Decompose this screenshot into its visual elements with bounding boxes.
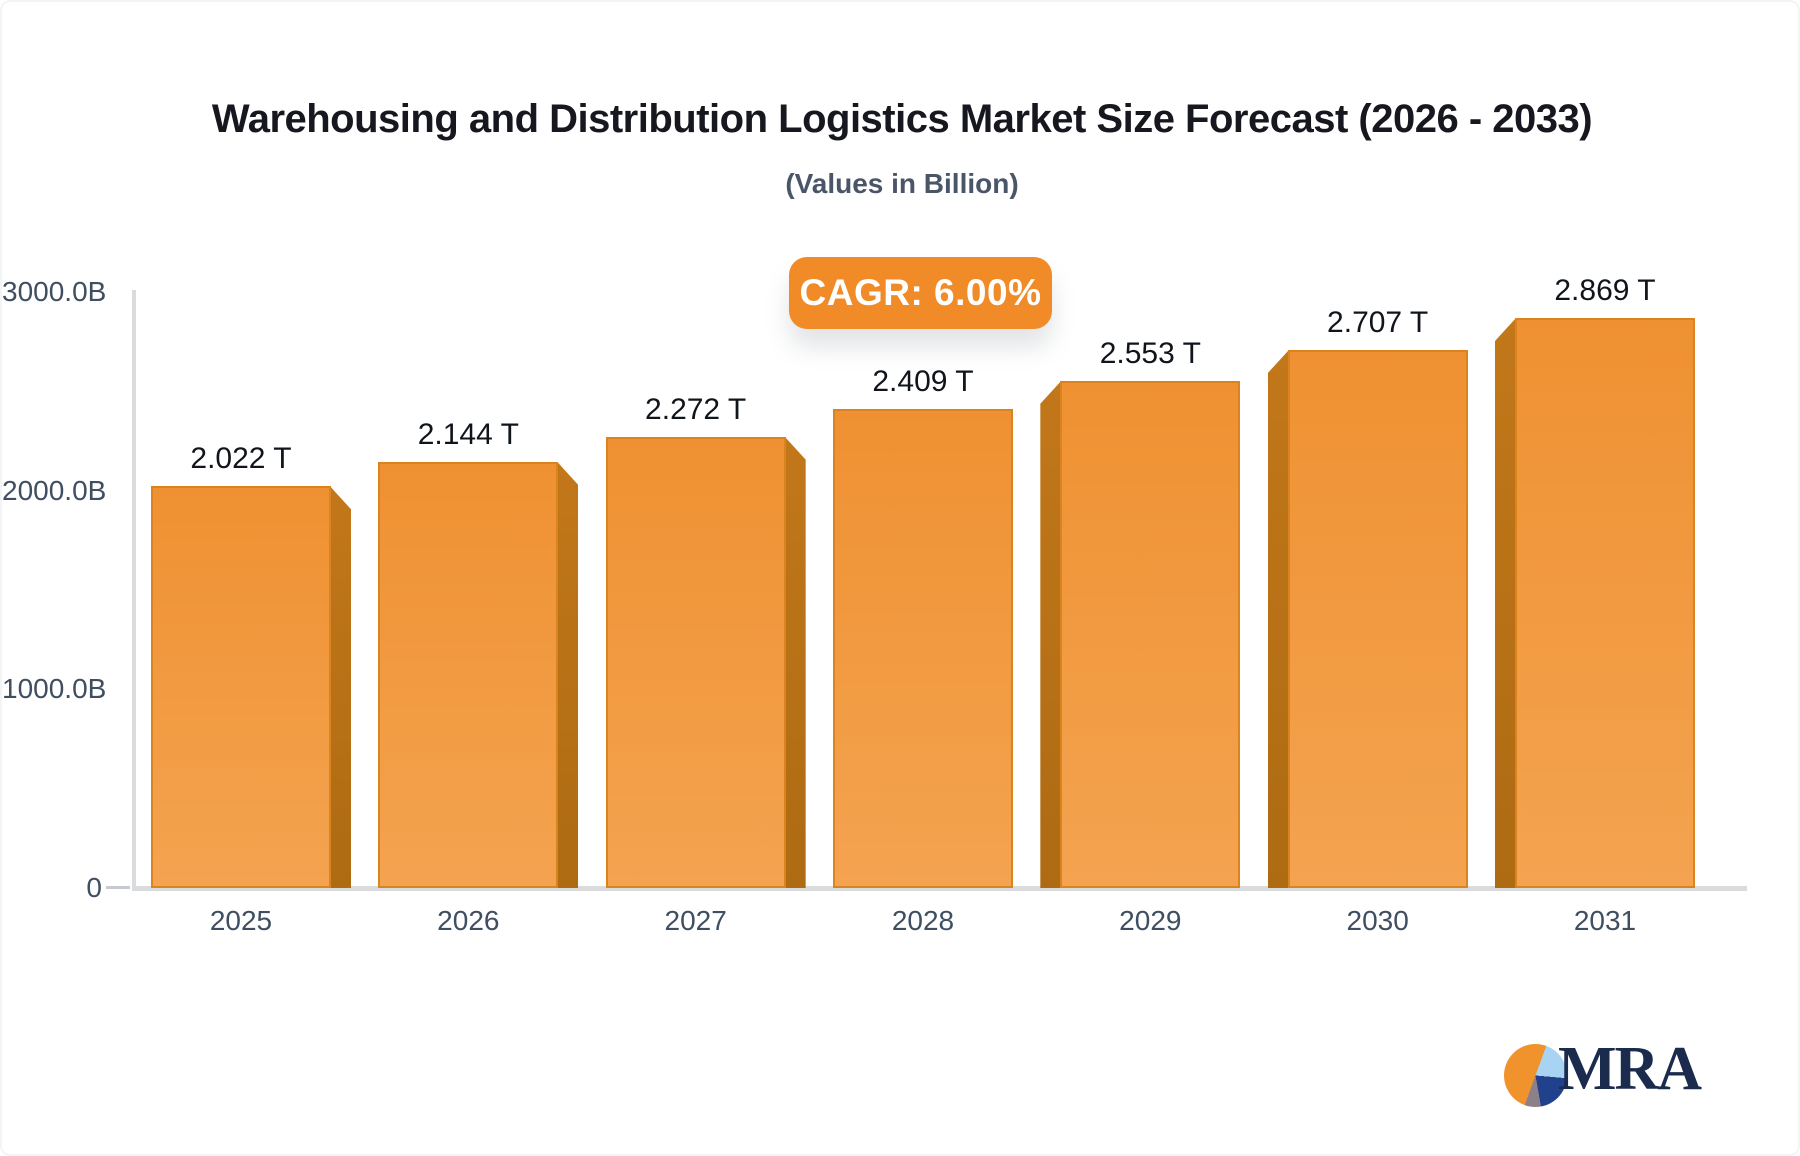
bar-value-label: 2.272 T: [645, 392, 747, 426]
x-axis-label: 2031: [1573, 905, 1637, 936]
brand-logo: MRA: [1504, 1036, 1764, 1126]
pie-chart-logo-icon: [1504, 1044, 1567, 1107]
y-axis-label: 0: [86, 872, 102, 903]
bar-value-label: 2.022 T: [190, 442, 292, 476]
cagr-badge: CAGR: 6.00%: [789, 257, 1052, 329]
bar-side-face: [784, 436, 806, 888]
bar-value-label: 2.707 T: [1327, 306, 1429, 340]
bar-2031: [1514, 318, 1695, 888]
bar-side-face: [1267, 350, 1289, 888]
bar-side-face: [1040, 380, 1062, 888]
bar-2028: [832, 409, 1013, 888]
x-axis-label: 2028: [891, 905, 955, 936]
x-axis-label: 2025: [209, 905, 273, 936]
x-axis-line: [132, 886, 1747, 891]
bar-value-label: 2.409 T: [872, 365, 974, 399]
bar-2025: [151, 486, 331, 888]
bar-2030: [1287, 350, 1468, 888]
bar-value-label: 2.869 T: [1554, 274, 1656, 308]
bar-2027: [605, 436, 786, 888]
y-axis-label: 2000.0B: [2, 474, 107, 506]
x-axis-label: 2027: [664, 905, 727, 936]
bar-2026: [378, 462, 559, 888]
bar-side-face: [557, 462, 579, 888]
y-axis-line: [132, 290, 136, 890]
y-axis-label: 3000.0B: [2, 275, 107, 307]
bar-2029: [1060, 380, 1241, 888]
zero-tick-mark: [106, 886, 130, 889]
bar-side-face: [330, 486, 351, 888]
chart-subtitle: (Values in Billion): [785, 168, 1019, 199]
bar-value-label: 2.553 T: [1099, 336, 1201, 370]
brand-name: MRA: [1558, 1035, 1702, 1103]
x-axis-label: 2026: [437, 905, 500, 936]
x-axis-label: 2030: [1346, 905, 1409, 936]
bar-side-face: [1494, 318, 1516, 888]
y-axis-label: 1000.0B: [2, 673, 107, 705]
x-axis-label: 2029: [1119, 905, 1182, 936]
chart-title: Warehousing and Distribution Logistics M…: [211, 97, 1593, 141]
bar-value-label: 2.144 T: [417, 418, 519, 452]
